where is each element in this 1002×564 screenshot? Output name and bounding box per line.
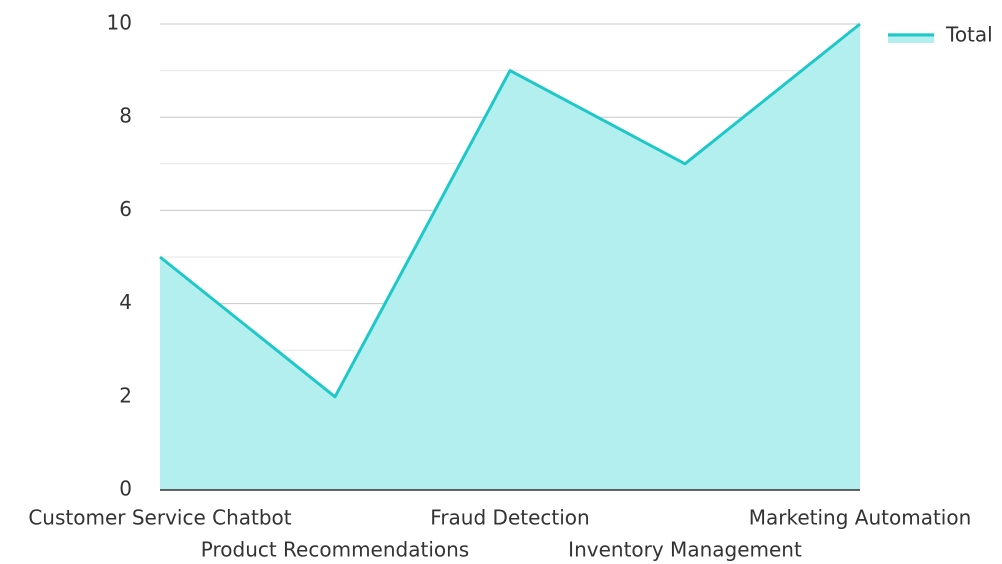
- y-tick-label: 2: [119, 383, 132, 407]
- x-tick-label: Inventory Management: [568, 538, 802, 562]
- y-tick-label: 4: [119, 290, 132, 314]
- y-tick-label: 8: [119, 104, 132, 128]
- legend-label: Total: [945, 23, 993, 47]
- x-tick-label: Customer Service Chatbot: [28, 506, 291, 530]
- y-tick-label: 0: [119, 477, 132, 501]
- y-tick-label: 6: [119, 197, 132, 221]
- area-fill: [160, 24, 860, 490]
- x-tick-label: Marketing Automation: [749, 506, 972, 530]
- x-tick-label: Product Recommendations: [201, 538, 469, 562]
- legend-swatch: [888, 33, 934, 43]
- area-line: [159, 22, 861, 399]
- x-tick-label: Fraud Detection: [430, 506, 589, 530]
- y-tick-label: 10: [107, 11, 132, 35]
